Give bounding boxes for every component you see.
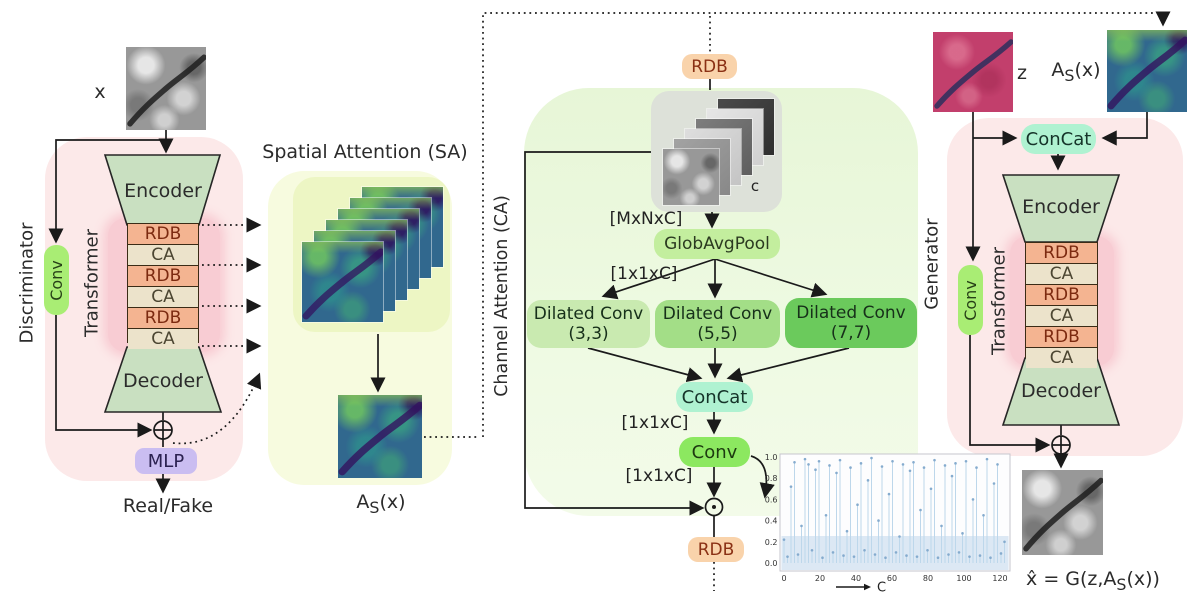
discriminator-sum-node [153,420,173,440]
river-texture [302,248,383,320]
generator-transformer-stack: RDB CA RDB CA RDB CA [1025,242,1098,368]
rdb-block: RDB [128,224,198,244]
generator-encoder-label: Encoder [1022,196,1100,218]
discriminator-encoder-shape [103,154,222,226]
ca-block: CA [128,244,198,265]
generator-decoder-label: Decoder [1021,380,1101,402]
input-image-x [126,47,206,130]
spatial-attention-map-image [338,395,422,478]
ca-block: CA [128,286,198,307]
generator-output-formula: x̂ = G(z,AS(x)) [1026,568,1160,594]
concat-dims-label: [1x1xC] [621,413,689,433]
channel-attention-conv-block: Conv [679,437,750,467]
channelwise-product-node [704,497,724,517]
generator-conv-block: Conv [958,265,983,335]
noise-image-z [933,32,1013,112]
river-texture [934,39,1013,109]
generator-concat-block: ConCat [1021,124,1096,154]
generator-attention-input-label: AS(x) [1051,59,1101,85]
river-texture [127,54,206,127]
svg-text:0.4: 0.4 [765,517,778,526]
dilated-conv-5x5-block: Dilated Conv (5,5) [655,300,780,348]
spatial-attention-connectors [370,334,479,438]
svg-text:20: 20 [815,574,825,583]
rdb-input-pill: RDB [682,54,737,79]
discriminator-conv-block: Conv [44,245,69,315]
svg-text:80: 80 [923,574,933,583]
channel-axis-label: c [750,177,760,195]
discriminator-connectors [48,130,174,494]
svg-text:60: 60 [887,574,897,583]
spatial-attention-title: Spatial Attention (SA) [262,141,468,163]
rdb-output-pill: RDB [688,537,744,562]
dilated-conv-line1: Dilated Conv [796,302,906,323]
dilated-conv-line2: (5,5) [697,324,738,344]
discriminator-label: Discriminator [16,222,38,344]
mlp-block: MLP [135,448,197,474]
attention-routing-dotted [482,11,1171,591]
svg-text:40: 40 [851,574,861,583]
dilated-conv-7x7-block: Dilated Conv (7,7) [785,298,917,348]
feature-tap-arrows [172,217,262,445]
discriminator-transformer-label: Transformer [81,228,103,338]
discriminator-transformer-stack: RDB CA RDB CA RDB CA [127,223,199,349]
pooled-dims-label: [1x1xC] [610,264,678,284]
channel-attention-label: Channel Attention (CA) [492,195,512,397]
discriminator-decoder-label: Decoder [123,370,203,392]
svg-text:100: 100 [956,574,971,583]
ca-block: CA [1026,263,1097,284]
generator-conv-label: Conv [961,279,981,321]
svg-text:0: 0 [781,574,786,583]
rdb-block: RDB [1026,243,1097,263]
river-texture [338,401,422,476]
dilated-conv-line1: Dilated Conv [662,303,773,324]
feature-map-front [302,242,383,322]
input-dims-label: [MxNxC] [609,209,683,229]
rdb-block: RDB [128,265,198,286]
channel-attention-concat-block: ConCat [676,382,753,412]
discriminator-encoder-label: Encoder [124,180,202,202]
generator-sum-node [1051,435,1071,455]
dilated-conv-3x3-block: Dilated Conv (3,3) [527,300,650,348]
dilated-conv-line1: Dilated Conv [533,303,644,324]
svg-text:0.2: 0.2 [765,538,778,547]
svg-text:C: C [877,581,886,596]
svg-text:1.0: 1.0 [765,453,778,462]
input-x-label: x [94,81,106,103]
svg-text:120: 120 [992,574,1007,583]
dilated-conv-line2: (7,7) [830,323,872,343]
channel-attention-connectors [524,79,850,537]
rdb-block: RDB [1026,326,1097,347]
rdb-block: RDB [1026,284,1097,305]
generated-image-xhat [1022,470,1103,555]
generator-attention-map-image [1107,30,1187,112]
ca-block: CA [1026,347,1097,368]
generator-label: Generator [921,218,943,310]
noise-z-label: z [1017,62,1027,84]
generator-connectors [965,112,1148,469]
river-texture [1107,36,1187,110]
ca-block: CA [1026,305,1097,326]
real-fake-label: Real/Fake [122,495,214,517]
gray-feature-map-front [663,149,719,205]
conv-dims-label: [1x1xC] [625,466,693,486]
ca-block: CA [128,328,198,349]
generator-transformer-label: Transformer [988,246,1010,356]
svg-text:0.6: 0.6 [765,495,778,504]
discriminator-conv-label: Conv [47,259,67,301]
river-texture [1023,477,1103,552]
dilated-conv-line2: (3,3) [568,324,609,344]
rdb-block: RDB [128,307,198,328]
channel-weights-chart: 1.0 0.8 0.6 0.4 0.2 0.00 20 40 60 80 100 120 C [765,453,1011,596]
spatial-attention-output-label: AS(x) [356,491,406,517]
globavgpool-block: GlobAvgPool [654,229,780,259]
svg-text:0.0: 0.0 [765,559,778,568]
svg-text:0.8: 0.8 [765,474,778,483]
